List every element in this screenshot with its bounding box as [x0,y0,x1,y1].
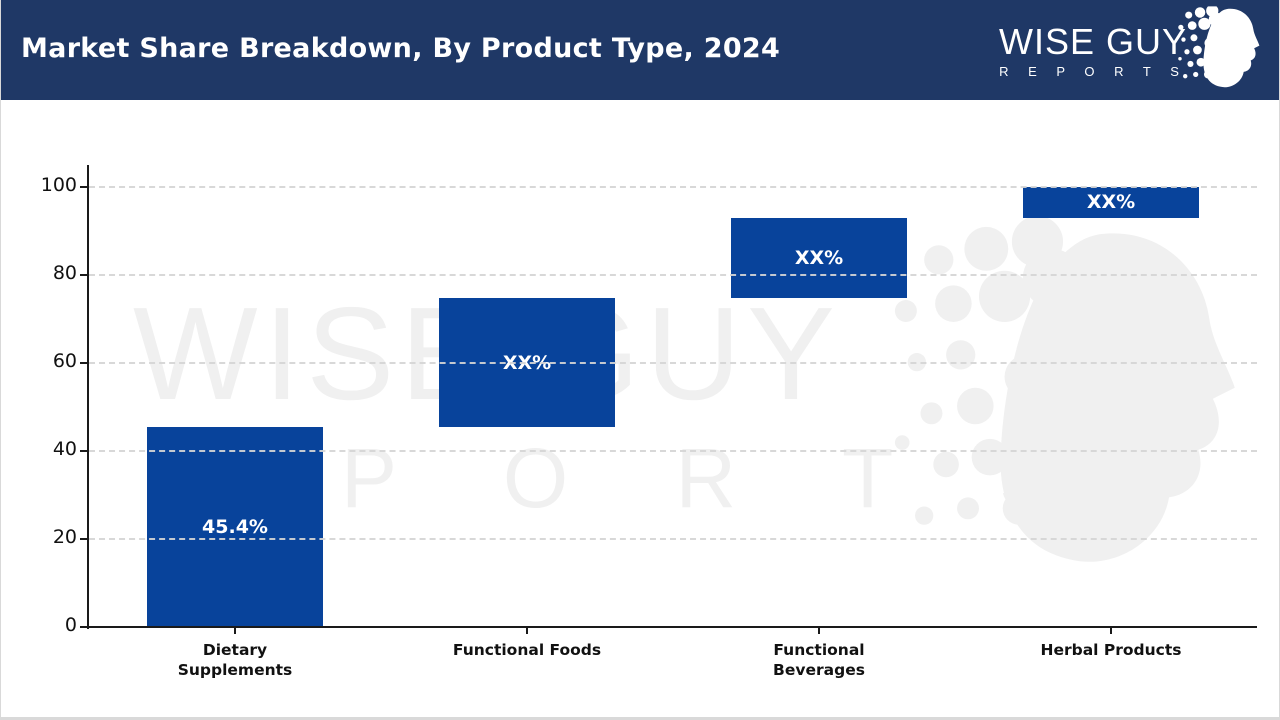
wiseguy-logo: WISE GUY R E P O R T S [999,4,1269,96]
x-tick-mark [818,627,820,634]
grid-line-80 [89,274,1257,276]
x-category-label: Functional Beverages [773,641,865,679]
y-tick-mark [80,538,88,540]
y-tick-label: 80 [52,262,77,284]
grid-line-20 [89,538,1257,540]
y-tick-mark [80,362,88,364]
header-band: Market Share Breakdown, By Product Type,… [1,0,1279,100]
y-axis-line [87,165,89,629]
bar-3: XX% [731,217,907,298]
logo-text: WISE GUY R E P O R T S [999,21,1187,79]
x-tick-mark [526,627,528,634]
bar-value-label: XX% [794,246,844,269]
watermark-text-line2: P O R T S [341,431,1098,525]
logo-subtext: R E P O R T S [999,64,1187,79]
x-category-label: Dietary Supplements [177,641,293,679]
y-tick-label: 40 [52,438,77,460]
grid-line-100 [89,186,1257,188]
grid-line-40 [89,450,1257,452]
bar-value-label: XX% [1086,191,1136,214]
y-tick-label: 0 [64,614,77,636]
y-tick-label: 20 [52,526,77,548]
x-axis-line [87,626,1257,628]
x-category-label: Herbal Products [1040,641,1182,659]
grid-line-60 [89,362,1257,364]
logo-wordmark: WISE GUY [998,21,1187,62]
x-category-label: Functional Foods [452,641,602,659]
y-tick-mark [80,186,88,188]
wiseguy-face-icon [1173,5,1269,95]
bar-1: 45.4% [147,427,323,627]
y-tick-mark [80,626,88,628]
y-tick-mark [80,274,88,276]
watermark-face-icon [873,212,1275,600]
bar-4: XX% [1023,187,1199,218]
page-title: Market Share Breakdown, By Product Type,… [21,33,781,64]
y-tick-label: 100 [40,174,77,196]
y-tick-label: 60 [52,350,77,372]
x-tick-mark [1110,627,1112,634]
bar-value-label: 45.4% [202,516,268,539]
y-tick-mark [80,450,88,452]
x-tick-mark [234,627,236,634]
